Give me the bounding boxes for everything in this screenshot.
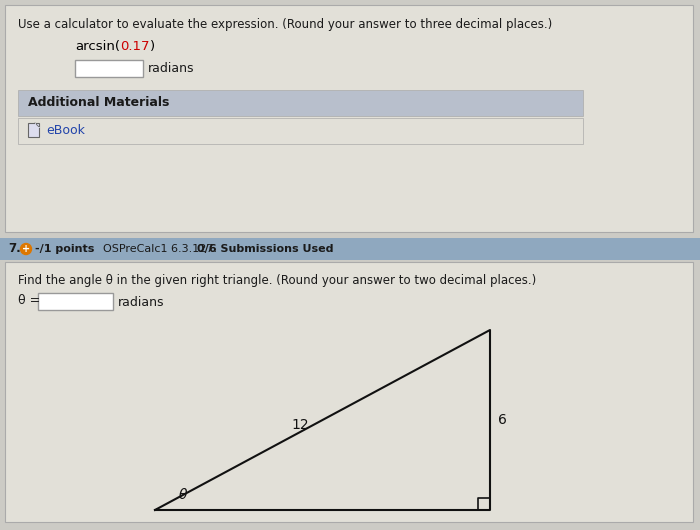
FancyBboxPatch shape — [38, 293, 113, 310]
Text: Use a calculator to evaluate the expression. (Round your answer to three decimal: Use a calculator to evaluate the express… — [18, 18, 552, 31]
Text: 12: 12 — [292, 418, 309, 432]
FancyBboxPatch shape — [18, 118, 583, 144]
Text: 0.17: 0.17 — [120, 40, 150, 53]
Circle shape — [20, 243, 32, 254]
Text: radians: radians — [118, 296, 164, 308]
Text: +: + — [22, 244, 30, 254]
FancyBboxPatch shape — [28, 123, 39, 137]
Text: eBook: eBook — [46, 125, 85, 137]
FancyBboxPatch shape — [0, 238, 700, 260]
Text: OSPreCalc1 6.3.127.: OSPreCalc1 6.3.127. — [103, 244, 217, 254]
FancyBboxPatch shape — [5, 262, 693, 522]
Text: arcsin(: arcsin( — [75, 40, 120, 53]
Text: 6: 6 — [498, 413, 507, 427]
FancyBboxPatch shape — [18, 90, 583, 116]
Text: θ =: θ = — [18, 294, 41, 307]
Text: Find the angle θ in the given right triangle. (Round your answer to two decimal : Find the angle θ in the given right tria… — [18, 274, 536, 287]
Text: radians: radians — [148, 63, 195, 75]
Text: θ: θ — [179, 488, 188, 502]
Text: -/1 points: -/1 points — [35, 244, 94, 254]
FancyBboxPatch shape — [5, 5, 693, 232]
Text: ): ) — [150, 40, 155, 53]
Text: 7.: 7. — [8, 243, 21, 255]
FancyBboxPatch shape — [75, 60, 143, 77]
Text: Additional Materials: Additional Materials — [28, 96, 169, 110]
Text: 0/6 Submissions Used: 0/6 Submissions Used — [197, 244, 333, 254]
